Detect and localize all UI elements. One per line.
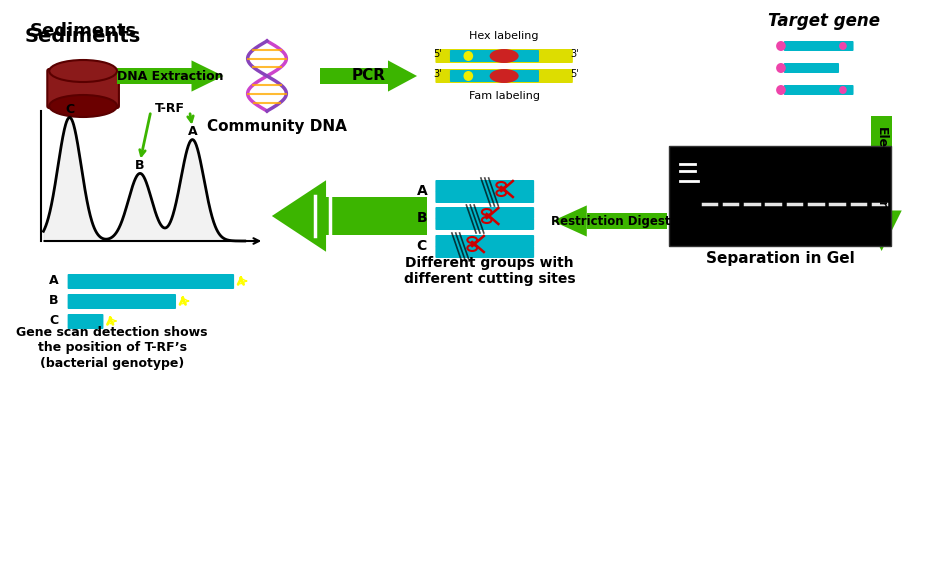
Text: 3': 3' bbox=[433, 69, 442, 79]
Ellipse shape bbox=[49, 60, 117, 82]
Text: Sediments: Sediments bbox=[30, 22, 137, 40]
Text: Restriction Digest: Restriction Digest bbox=[551, 215, 671, 228]
Text: 5': 5' bbox=[570, 69, 579, 79]
Ellipse shape bbox=[777, 41, 786, 51]
Text: Community DNA: Community DNA bbox=[206, 118, 347, 134]
Ellipse shape bbox=[839, 42, 846, 50]
Polygon shape bbox=[388, 61, 417, 92]
Ellipse shape bbox=[777, 85, 786, 95]
Ellipse shape bbox=[463, 71, 473, 81]
FancyBboxPatch shape bbox=[784, 85, 854, 95]
FancyBboxPatch shape bbox=[435, 49, 573, 63]
Text: Separation in Gel: Separation in Gel bbox=[706, 251, 855, 265]
Polygon shape bbox=[552, 205, 587, 237]
Ellipse shape bbox=[777, 63, 786, 73]
Ellipse shape bbox=[463, 51, 473, 61]
Ellipse shape bbox=[489, 49, 519, 63]
Polygon shape bbox=[320, 67, 388, 84]
FancyBboxPatch shape bbox=[435, 69, 573, 83]
Text: C: C bbox=[417, 239, 427, 253]
Bar bbox=[669, 146, 891, 246]
Text: Target gene: Target gene bbox=[767, 12, 880, 30]
FancyBboxPatch shape bbox=[450, 50, 539, 62]
Text: Hex labeling: Hex labeling bbox=[470, 31, 538, 41]
Ellipse shape bbox=[489, 69, 519, 83]
FancyBboxPatch shape bbox=[68, 314, 103, 329]
Text: T-RF: T-RF bbox=[155, 101, 185, 114]
Text: Gene scan detection shows
the position of T-RF’s
(bacterial genotype): Gene scan detection shows the position o… bbox=[17, 327, 208, 370]
FancyBboxPatch shape bbox=[435, 235, 534, 247]
Text: B: B bbox=[417, 211, 427, 225]
FancyBboxPatch shape bbox=[435, 191, 534, 203]
FancyBboxPatch shape bbox=[435, 207, 534, 219]
FancyBboxPatch shape bbox=[68, 274, 234, 289]
Text: Different groups with
different cutting sites: Different groups with different cutting … bbox=[404, 256, 576, 286]
Text: B: B bbox=[135, 159, 145, 172]
FancyBboxPatch shape bbox=[47, 69, 119, 108]
FancyBboxPatch shape bbox=[784, 63, 839, 73]
Text: Fam labeling: Fam labeling bbox=[469, 91, 539, 101]
Polygon shape bbox=[861, 211, 902, 251]
Text: A: A bbox=[49, 275, 59, 288]
Ellipse shape bbox=[49, 95, 117, 117]
Text: A: A bbox=[417, 184, 427, 198]
FancyBboxPatch shape bbox=[450, 70, 539, 82]
Polygon shape bbox=[326, 197, 427, 235]
Text: 3': 3' bbox=[570, 49, 579, 59]
Text: A: A bbox=[188, 125, 197, 138]
Polygon shape bbox=[192, 61, 223, 92]
FancyBboxPatch shape bbox=[435, 218, 534, 230]
Text: C: C bbox=[65, 103, 74, 116]
Text: B: B bbox=[49, 294, 59, 307]
Text: DNA Extraction: DNA Extraction bbox=[117, 70, 223, 83]
FancyBboxPatch shape bbox=[435, 246, 534, 258]
Text: 5': 5' bbox=[433, 49, 442, 59]
FancyBboxPatch shape bbox=[435, 180, 534, 192]
Polygon shape bbox=[117, 67, 192, 84]
FancyBboxPatch shape bbox=[68, 294, 176, 309]
Text: PCR: PCR bbox=[352, 68, 386, 84]
Polygon shape bbox=[870, 116, 893, 211]
FancyBboxPatch shape bbox=[784, 41, 854, 51]
Polygon shape bbox=[272, 180, 326, 252]
Text: Electrophoresis: Electrophoresis bbox=[875, 127, 888, 235]
Text: Sediments: Sediments bbox=[25, 27, 141, 45]
Text: C: C bbox=[49, 315, 59, 328]
Polygon shape bbox=[587, 213, 667, 229]
Ellipse shape bbox=[839, 86, 846, 94]
